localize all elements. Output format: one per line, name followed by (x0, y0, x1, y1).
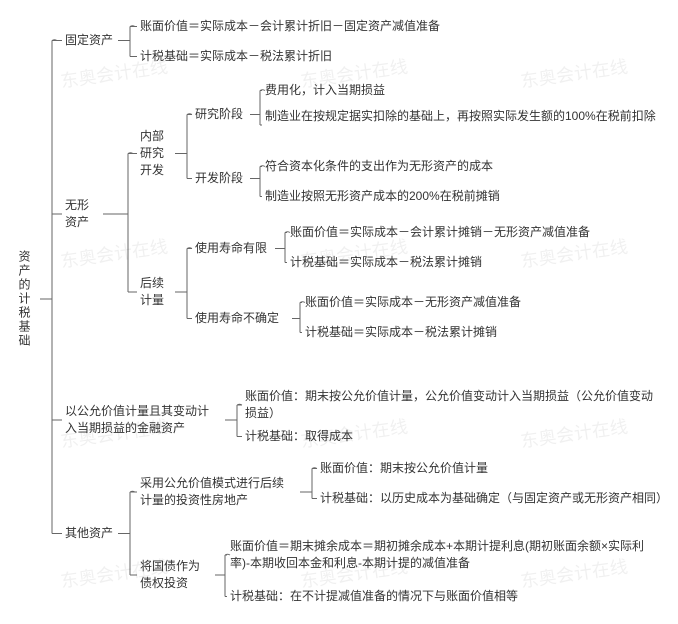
bracket-fl_limited (275, 232, 290, 263)
node-fv2: 计税基础：取得成本 (245, 428, 405, 445)
node-ot_ip: 采用公允价值模式进行后续计量的投资性房地产 (140, 475, 295, 509)
node-ip2: 计税基础：以历史成本为基础确定（与固定资产或无形资产相同） (320, 490, 670, 507)
node-n_other: 其他资产 (65, 525, 125, 542)
node-in_rd: 内部研究开发 (140, 128, 170, 178)
node-ip1: 账面价值：期末按公允价值计量 (320, 460, 540, 477)
bracket-ot_bond (215, 554, 230, 596)
bracket-nub-ot_ip (300, 469, 312, 493)
node-rs1: 费用化，计入当期损益 (265, 82, 445, 99)
node-n_fixed: 固定资产 (65, 32, 125, 49)
bracket-n_fvpl (225, 404, 242, 436)
node-fl_limited: 使用寿命有限 (195, 240, 275, 257)
node-rd_dev: 开发阶段 (195, 170, 255, 187)
node-fv1: 账面价值：期末按公允价值计量，公允价值变动计入当期损益（公允价值变动损益） (245, 388, 655, 422)
node-ot_bond: 将国债作为债权投资 (140, 558, 210, 592)
node-root: 资产的计税基础 (8, 250, 32, 348)
watermark: 东奥会计在线 (59, 233, 170, 274)
node-n_intang: 无形资产 (65, 197, 95, 231)
bracket-n_intang (103, 153, 137, 292)
node-bd1: 账面价值＝期末摊余成本＝期初摊余成本+本期计提利息(期初账面余额×实际利率)-本… (230, 538, 660, 572)
bracket-nub-ot_bond (215, 555, 225, 575)
node-un1: 账面价值＝实际成本－无形资产减值准备 (305, 294, 565, 311)
bracket-nub-in_rd (175, 115, 187, 154)
bracket-nub-fl_uncertain (292, 303, 300, 319)
bracket-nub-root (40, 41, 52, 300)
node-dv1: 符合资本化条件的支出作为无形资产的成本 (265, 158, 565, 175)
bracket-nub-n_fvpl (225, 405, 237, 420)
node-fl_uncertain: 使用寿命不确定 (195, 310, 290, 327)
node-lm2: 计税基础＝实际成本－税法累计摊销 (290, 254, 550, 271)
node-bd2: 计税基础：在不计提减值准备的情况下与账面价值相等 (230, 588, 580, 605)
bracket-fl_uncertain (292, 302, 305, 333)
bracket-in_rd (175, 114, 192, 179)
node-fx2: 计税基础＝实际成本－税法累计折旧 (140, 48, 400, 65)
node-fx1: 账面价值＝实际成本－会计累计折旧－固定资产减值准备 (140, 18, 480, 35)
bracket-nub-in_follow (175, 249, 187, 293)
node-lm1: 账面价值＝实际成本－会计累计摊销－无形资产减值准备 (290, 224, 630, 241)
node-un2: 计税基础＝实际成本－税法累计摊销 (305, 324, 565, 341)
node-n_fvpl: 以公允价值计量且其变动计入当期损益的金融资产 (65, 403, 220, 437)
node-in_follow: 后续计量 (140, 275, 170, 309)
node-rs2: 制造业在按规定据实扣除的基础上，再按照实际发生额的100%在税前扣除 (265, 108, 660, 125)
watermark: 东奥会计在线 (519, 53, 630, 94)
node-dv2: 制造业按照无形资产成本的200%在税前摊销 (265, 188, 565, 205)
bracket-nub-fl_limited (275, 233, 285, 249)
node-rd_research: 研究阶段 (195, 106, 255, 123)
bracket-ot_ip (300, 468, 317, 499)
bracket-in_follow (175, 248, 192, 319)
bracket-root (40, 40, 62, 534)
bracket-nub-n_intang (103, 154, 128, 215)
